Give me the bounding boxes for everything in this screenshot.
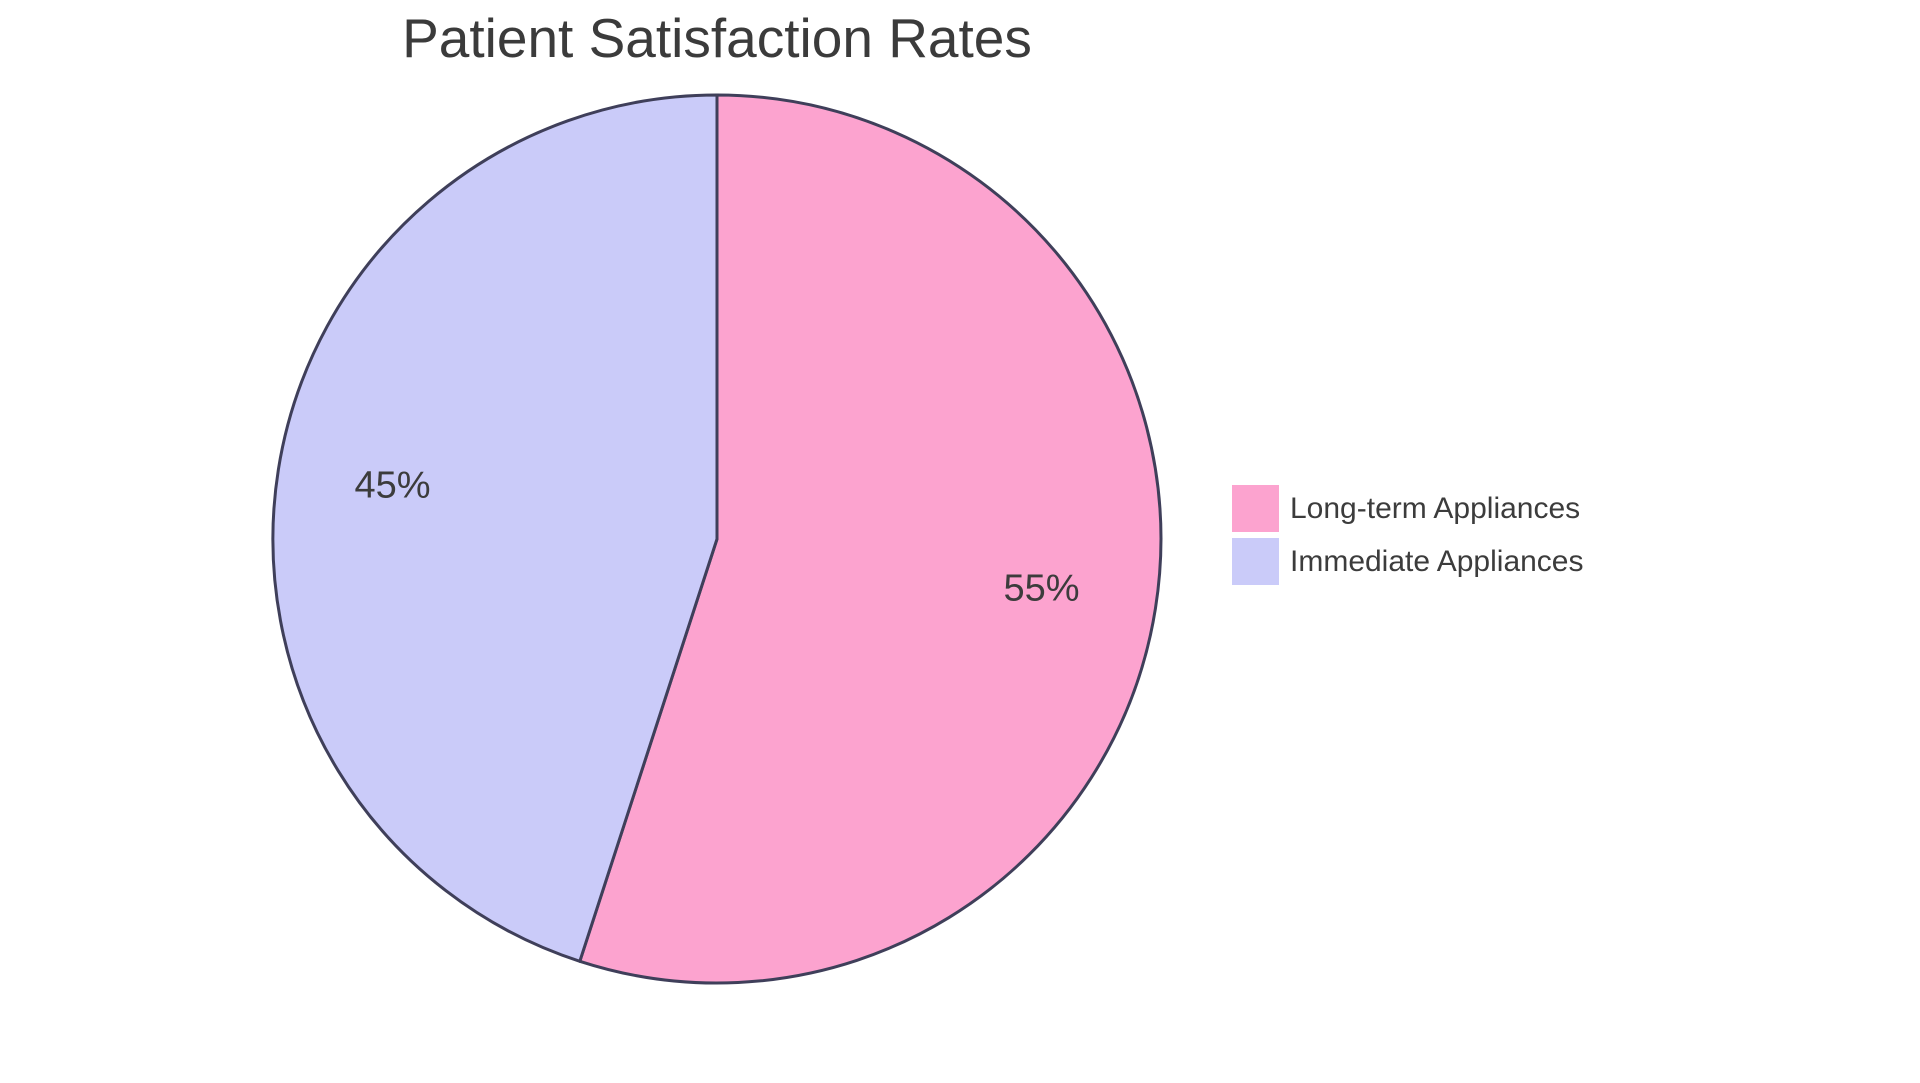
- pie-slice-0[interactable]: [578, 93, 1163, 985]
- legend: Long-term Appliances Immediate Appliance…: [1232, 485, 1584, 585]
- legend-label-long-term: Long-term Appliances: [1290, 491, 1581, 525]
- legend-swatch-long-term: [1232, 485, 1279, 532]
- legend-item-immediate[interactable]: Immediate Appliances: [1232, 538, 1584, 585]
- chart-title: Patient Satisfaction Rates: [402, 7, 1032, 69]
- slice-label-0: 55%: [1003, 567, 1079, 609]
- legend-label-immediate: Immediate Appliances: [1290, 544, 1584, 578]
- pie-slice-1[interactable]: [271, 93, 719, 963]
- slice-label-1: 45%: [354, 465, 430, 507]
- legend-item-long-term[interactable]: Long-term Appliances: [1232, 485, 1584, 532]
- legend-swatch-immediate: [1232, 538, 1279, 585]
